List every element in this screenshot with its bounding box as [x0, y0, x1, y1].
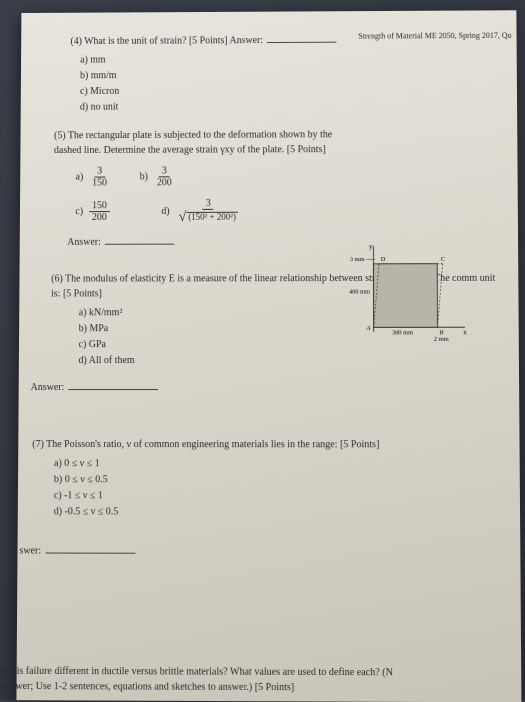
q6-answer-label: Answer:: [31, 382, 65, 393]
svg-text:3 mm: 3 mm: [350, 256, 365, 263]
question-5: (5) The rectangular plate is subjected t…: [51, 127, 500, 258]
svg-text:x: x: [463, 328, 467, 336]
svg-text:400 mm: 400 mm: [349, 289, 370, 296]
q7-opt-d: d) -0.5 ≤ ν ≤ 0.5: [54, 505, 502, 521]
q7-opt-b: b) 0 ≤ ν ≤ 0.5: [54, 472, 502, 488]
q4-text: (4) What is the unit of strain? [5 Point…: [70, 35, 263, 47]
q7-opt-a: a) 0 ≤ ν ≤ 1: [54, 456, 502, 472]
q7-answer-blank: [45, 553, 135, 554]
exam-page: Strength of Material ME 2050, Spring 201…: [16, 10, 521, 702]
page-header: Strength of Material ME 2050, Spring 201…: [358, 30, 511, 43]
sqrt-icon: √: [179, 210, 187, 225]
q5-answer-label: Answer:: [67, 237, 101, 248]
q6-answer-blank: [68, 389, 158, 390]
q5-text: (5) The rectangular plate is subjected t…: [52, 127, 499, 158]
q4-opt-d: d) no unit: [80, 98, 499, 115]
q7-answer-label: swer:: [19, 546, 41, 557]
q4-opt-a: a) mm: [80, 51, 499, 68]
svg-text:A: A: [365, 325, 370, 332]
q6-opt-d: d) All of them: [78, 353, 500, 368]
svg-text:y: y: [369, 242, 373, 250]
q4-opt-c: c) Micron: [80, 82, 499, 99]
q5-opt-c: c) 150200 d) 3 √ (150² + 200²): [75, 198, 330, 226]
q4-opt-b: b) mm/m: [80, 66, 499, 83]
svg-text:300 mm: 300 mm: [392, 329, 413, 336]
q4-answer-blank: [267, 42, 336, 43]
question-4: (4) What is the unit of strain? [5 Point…: [52, 32, 499, 115]
question-7: (7) The Poisson's ratio, ν of common eng…: [31, 437, 502, 560]
q5-answer-blank: [105, 244, 175, 245]
question-8: How is failure different in ductile vers…: [0, 657, 521, 702]
q8-line2: t Answer; Use 1-2 sentences, equations a…: [0, 679, 503, 696]
svg-text:D: D: [381, 256, 386, 263]
q7-opt-c: c) -1 ≤ ν ≤ 1: [54, 489, 502, 505]
svg-text:C: C: [441, 256, 445, 263]
q7-text: (7) The Poisson's ratio, ν of common eng…: [32, 437, 501, 452]
q5-diagram: x y 3 mm D C A B 400 mm 300 mm 2 mm: [340, 241, 481, 341]
svg-text:2 mm: 2 mm: [434, 336, 449, 341]
q5-opt-b: b) 3200: [140, 165, 175, 188]
q5-opt-a: a) 3150: [76, 166, 111, 189]
